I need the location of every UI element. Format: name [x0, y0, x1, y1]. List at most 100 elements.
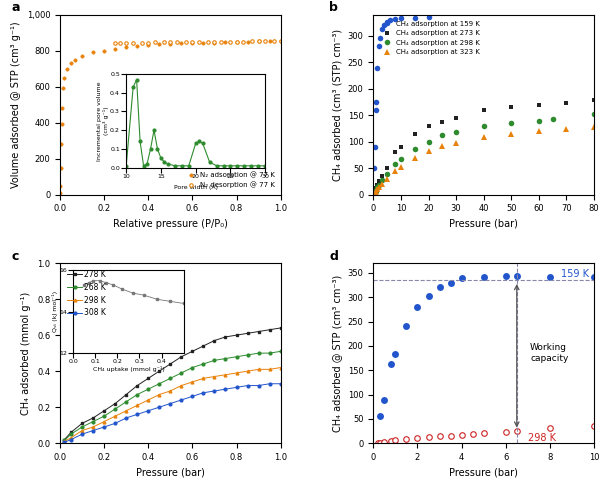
CH₄ adsorption at 298 K [535, 117, 542, 123]
159 K [513, 273, 520, 279]
298 K [392, 437, 399, 443]
N₂ desorption @ 77 K [151, 39, 158, 45]
CH₄ adsorption at 323 K [371, 191, 378, 197]
CH₄ adsorption at 273 K [535, 102, 542, 108]
N₂ adsorption @ 77 K [63, 66, 70, 72]
CH₄ adsorption at 159 K [374, 65, 381, 71]
278 K [112, 401, 119, 407]
278 K [211, 337, 218, 343]
N₂ adsorption @ 77 K [277, 38, 284, 44]
298 K [233, 370, 240, 376]
298 K [145, 397, 152, 403]
Text: c: c [11, 249, 19, 262]
N₂ desorption @ 77 K [129, 40, 136, 46]
CH₄ adsorption at 323 K [378, 181, 385, 187]
CH₄ adsorption at 298 K [371, 190, 379, 196]
298 K [67, 435, 74, 441]
159 K [458, 275, 465, 281]
N₂ adsorption @ 77 K [200, 40, 207, 46]
CH₄ adsorption at 273 K [397, 144, 404, 150]
CH₄ adsorption at 273 K [371, 190, 378, 196]
Text: a: a [11, 1, 20, 14]
CH₄ adsorption at 323 K [373, 188, 380, 194]
298 K [222, 372, 229, 377]
308 K [122, 415, 130, 421]
Line: CH₄ adsorption at 298 K: CH₄ adsorption at 298 K [371, 111, 597, 196]
298 K [266, 366, 273, 372]
268 K [167, 375, 174, 381]
308 K [89, 428, 97, 433]
N₂ desorption @ 77 K [277, 38, 284, 44]
Line: 278 K: 278 K [63, 327, 282, 441]
268 K [67, 431, 74, 437]
N₂ adsorption @ 77 K [222, 39, 229, 45]
Line: CH₄ adsorption at 273 K: CH₄ adsorption at 273 K [372, 98, 596, 195]
N₂ adsorption @ 77 K [189, 40, 196, 46]
CH₄ adsorption at 273 K [411, 131, 418, 137]
N₂ adsorption @ 77 K [155, 41, 163, 47]
CH₄ adsorption at 159 K [373, 99, 380, 105]
CH₄ adsorption at 298 K [392, 162, 399, 168]
N₂ adsorption @ 77 K [255, 38, 262, 44]
CH₄ adsorption at 298 K [439, 132, 446, 138]
298 K [200, 375, 207, 381]
CH₄ adsorption at 298 K [411, 146, 418, 151]
CH₄ adsorption at 298 K [378, 177, 385, 183]
159 K [381, 397, 388, 403]
N₂ desorption @ 77 K [226, 38, 233, 44]
CH₄ adsorption at 323 K [480, 134, 487, 140]
308 K [167, 401, 174, 407]
268 K [266, 350, 273, 356]
Y-axis label: CH₄ adsorbed (mmol g⁻¹): CH₄ adsorbed (mmol g⁻¹) [22, 292, 31, 415]
268 K [178, 370, 185, 376]
CH₄ adsorption at 323 K [374, 187, 381, 192]
CH₄ adsorption at 273 K [452, 115, 460, 121]
CH₄ adsorption at 273 K [508, 104, 515, 110]
308 K [266, 381, 273, 387]
Text: 159 K: 159 K [561, 269, 589, 279]
159 K [502, 273, 509, 279]
CH₄ adsorption at 159 K [372, 107, 379, 113]
268 K [112, 406, 119, 412]
278 K [89, 415, 97, 421]
CH₄ adsorption at 323 K [563, 126, 570, 132]
N₂ desorption @ 77 K [239, 38, 247, 44]
268 K [233, 354, 240, 360]
308 K [200, 390, 207, 395]
CH₄ adsorption at 273 K [372, 187, 379, 193]
268 K [122, 399, 130, 405]
CH₄ adsorption at 323 K [508, 131, 515, 137]
N₂ desorption @ 77 K [182, 39, 190, 45]
298 K [436, 433, 443, 439]
N₂ adsorption @ 77 K [59, 105, 66, 111]
N₂ adsorption @ 77 K [72, 56, 79, 62]
X-axis label: Relative pressure (P/P₀): Relative pressure (P/P₀) [113, 219, 228, 229]
CH₄ adsorption at 273 K [375, 179, 382, 185]
308 K [155, 404, 163, 410]
N₂ desorption @ 77 K [116, 40, 123, 46]
N₂ desorption @ 77 K [122, 40, 130, 46]
CH₄ adsorption at 159 K [371, 144, 379, 150]
Line: N₂ adsorption @ 77 K: N₂ adsorption @ 77 K [58, 39, 283, 195]
Line: 268 K: 268 K [63, 350, 282, 442]
N₂ adsorption @ 77 K [244, 38, 251, 44]
298 K [447, 433, 454, 439]
298 K [425, 434, 432, 440]
CH₄ adsorption at 159 K [411, 15, 418, 21]
CH₄ adsorption at 298 K [374, 185, 381, 190]
268 K [200, 361, 207, 367]
CH₄ adsorption at 298 K [383, 171, 391, 177]
268 K [101, 413, 108, 419]
CH₄ adsorption at 298 K [372, 188, 379, 194]
268 K [189, 365, 196, 371]
268 K [134, 392, 141, 397]
CH₄ adsorption at 298 K [397, 156, 404, 162]
298 K [155, 392, 163, 397]
278 K [101, 408, 108, 413]
298 K [61, 438, 68, 444]
Y-axis label: CH₄ adsorbed (cm³ (STP) cm⁻³): CH₄ adsorbed (cm³ (STP) cm⁻³) [332, 29, 342, 181]
278 K [189, 348, 196, 354]
CH₄ adsorption at 159 K [386, 17, 394, 23]
308 K [277, 381, 284, 387]
278 K [67, 430, 74, 435]
